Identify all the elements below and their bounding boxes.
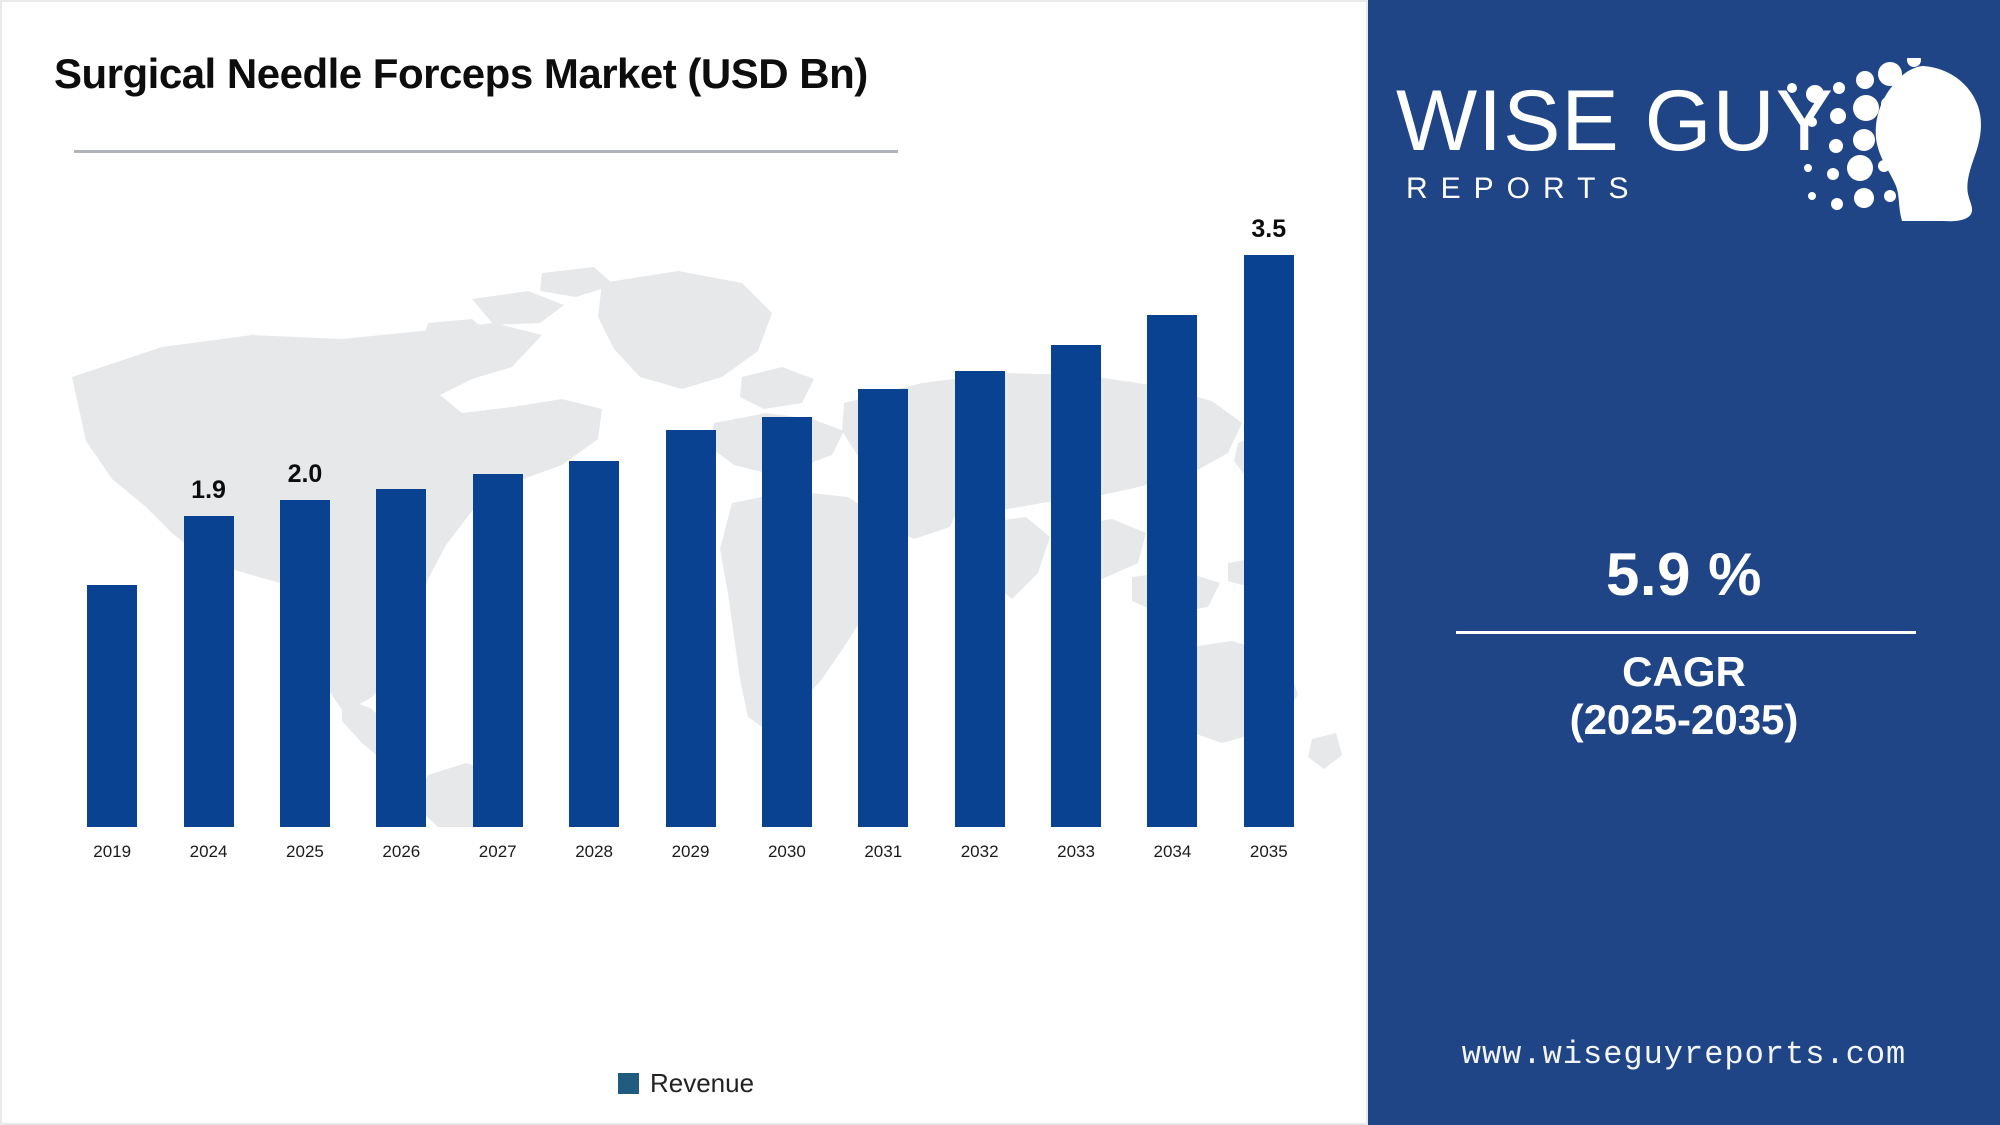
bar-value-label: 3.5 [1251,214,1287,243]
bar-2028[interactable] [569,460,620,827]
bar-2019[interactable] [87,585,138,827]
bar-2029[interactable] [665,429,716,827]
page-title: Surgical Needle Forceps Market (USD Bn) [54,50,868,97]
x-axis-tick-2028: 2028 [575,842,614,861]
x-axis-tick-2033: 2033 [1057,842,1095,861]
bar-2034[interactable] [1147,315,1198,827]
chart-panel: Surgical Needle Forceps Market (USD Bn) [0,0,1368,1125]
cagr-label: CAGR (2025-2035) [1368,648,2000,744]
wiseguy-logo: WISE GUY REPORTS [1368,58,2000,228]
legend-item-label: Revenue [649,1068,755,1098]
x-axis-tick-2029: 2029 [671,842,710,861]
bar-group [954,370,1005,827]
bar-group [87,585,138,827]
x-axis-tick-2034: 2034 [1153,842,1192,861]
title-divider [74,150,898,153]
chart-legend: Revenue [2,1068,1366,1099]
bar-2030[interactable] [761,416,812,827]
bar-group: 1.9 [183,476,234,827]
x-axis-tick-2030: 2030 [767,842,806,861]
bar-group [1147,315,1198,827]
x-axis-tick-2032: 2032 [960,842,999,861]
bar-2025[interactable] [279,500,330,827]
bar-group [1051,344,1102,827]
bar-2031[interactable] [858,388,909,827]
x-axis-tick-2031: 2031 [864,842,903,861]
x-axis-tick-2024: 2024 [189,842,228,861]
cagr-label-line2: (2025-2035) [1569,696,1799,743]
brand-panel: WISE GUY REPORTS [1368,0,2000,1125]
bar-group: 3.5 [1243,215,1294,827]
bar-value-label: 2.0 [287,460,323,488]
x-axis-tick-2025: 2025 [286,842,324,861]
bar-group [376,488,427,827]
bar-value-label: 1.9 [191,476,226,505]
cagr-label-line1: CAGR [1622,648,1746,695]
bar-2024[interactable] [183,516,234,827]
bar-2026[interactable] [376,488,427,827]
bar-chart-plot: 2019 1.9 2024 2.0 2025 2026 2027 2028 2029 2030 20… [2,2,1366,1123]
x-axis-tick-2019: 2019 [93,842,132,861]
bar-group [472,473,523,827]
bar-group [665,429,716,827]
x-axis-tick-2026: 2026 [382,842,421,861]
x-axis-tick-2035: 2035 [1249,842,1288,861]
bar-group [858,388,909,827]
bar-2035[interactable] [1243,254,1294,827]
legend-swatch-icon [617,1072,639,1094]
svg-text:WISE GUY: WISE GUY [1396,73,1834,169]
x-axis-tick-2027: 2027 [478,842,517,861]
bar-group: 2.0 [279,460,330,827]
bar-group [761,416,812,827]
svg-text:REPORTS: REPORTS [1406,172,1641,205]
website-url: www.wiseguyreports.com [1461,1036,1907,1073]
cagr-divider [1456,631,1916,634]
bar-2027[interactable] [472,473,523,827]
bar-2033[interactable] [1051,344,1102,827]
bar-group [569,460,620,827]
bar-2032[interactable] [954,370,1005,827]
cagr-value: 5.9 % [1606,541,1762,608]
